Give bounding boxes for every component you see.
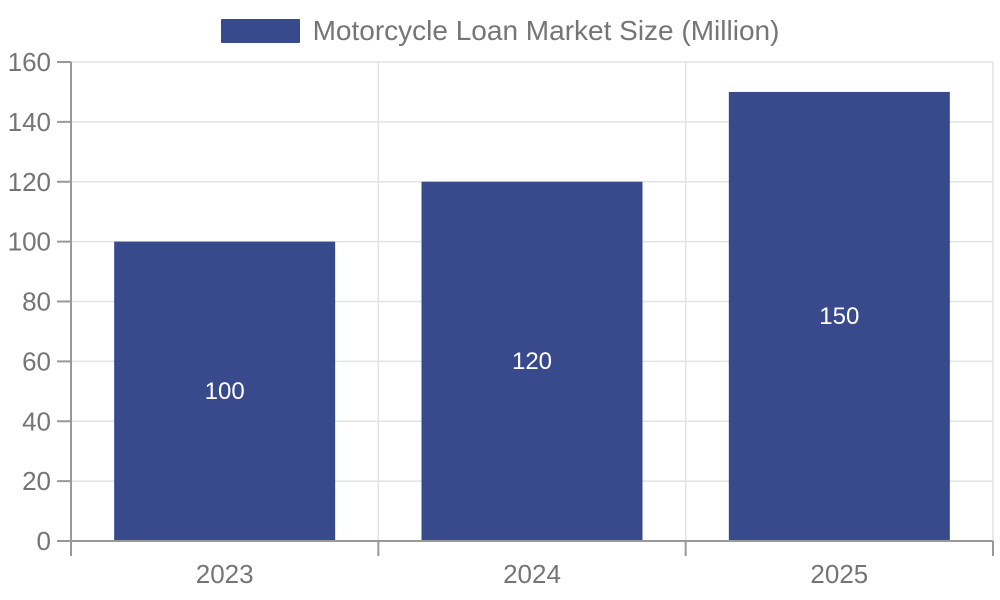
legend-item[interactable]: Motorcycle Loan Market Size (Million): [0, 15, 1000, 47]
x-axis-label-2025: 2025: [810, 559, 868, 589]
x-axis-label-2024: 2024: [503, 559, 561, 589]
chart-title: Motorcycle Loan Market Size (Million): [312, 15, 780, 46]
bar-value-label-2023: 100: [205, 378, 245, 405]
x-axis-label-2023: 2023: [196, 559, 254, 589]
y-axis-label-20: 20: [22, 466, 51, 496]
bar-2025[interactable]: [728, 91, 950, 541]
y-axis-label-120: 120: [8, 167, 51, 197]
bar-2024[interactable]: [421, 181, 643, 541]
bar-2023[interactable]: [114, 241, 336, 541]
y-axis-label-80: 80: [22, 287, 51, 317]
bar-value-label-2025: 150: [819, 303, 859, 330]
y-axis-label-0: 0: [37, 526, 51, 556]
y-axis-label-100: 100: [8, 227, 51, 257]
bar-value-label-2024: 120: [512, 348, 552, 375]
legend-swatch: [220, 19, 300, 44]
y-axis-label-140: 140: [8, 107, 51, 137]
y-axis-label-60: 60: [22, 346, 51, 376]
y-axis-label-160: 160: [8, 47, 51, 77]
y-axis-label-40: 40: [22, 406, 51, 436]
